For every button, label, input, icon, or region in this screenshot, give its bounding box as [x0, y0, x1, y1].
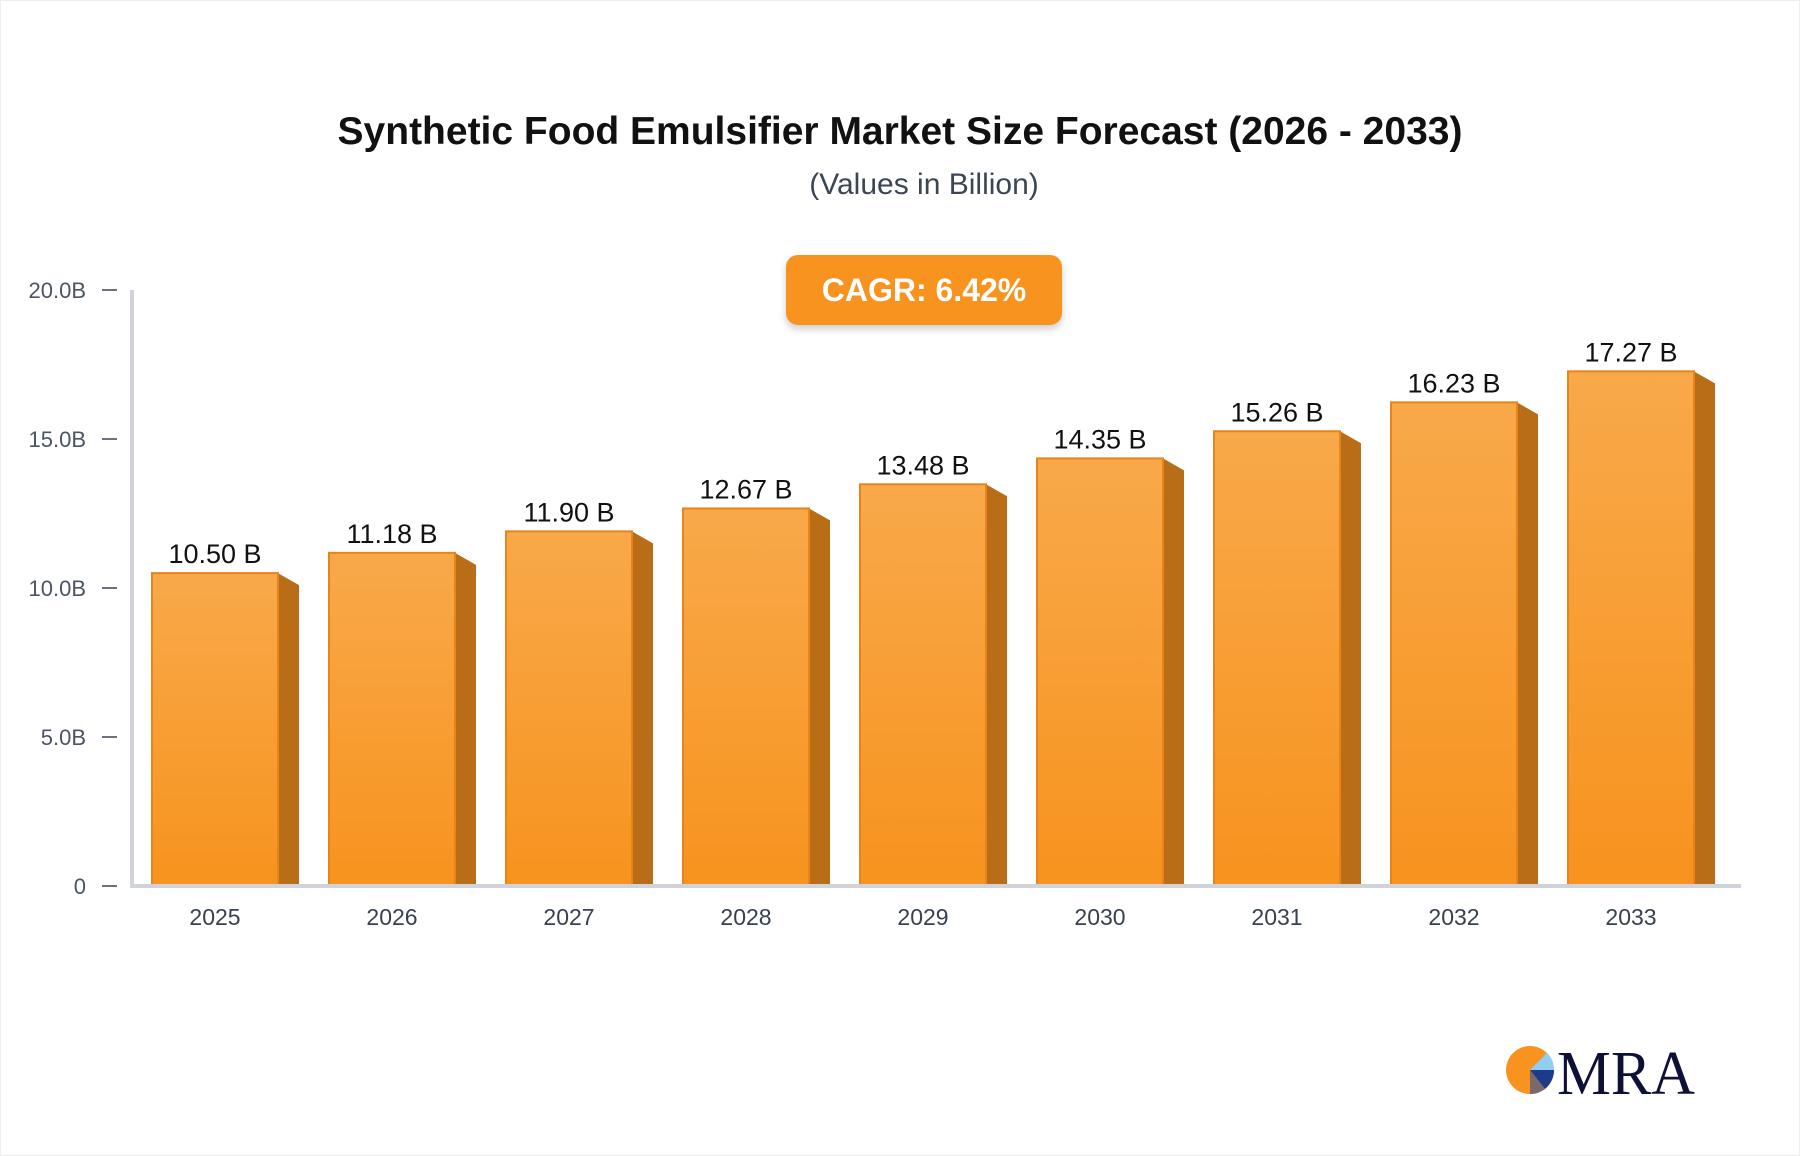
x-tick-label: 2031 [1251, 904, 1302, 930]
bar [1036, 457, 1164, 887]
bar [505, 530, 633, 887]
bar-side [1517, 402, 1538, 886]
bar-side [986, 484, 1007, 886]
y-tick-label: 0 [74, 874, 86, 899]
x-tick-label: 2029 [897, 904, 948, 930]
x-tick-label: 2025 [189, 904, 240, 930]
x-tick-label: 2027 [543, 904, 594, 930]
y-tick-label: 15.0B [29, 427, 87, 452]
y-tick-label: 5.0B [41, 725, 86, 750]
data-label: 10.50 B [168, 539, 261, 569]
bar [328, 551, 456, 887]
x-tick-label: 2030 [1074, 904, 1125, 930]
chart-subtitle: (Values in Billion) [809, 168, 1039, 201]
bar-side [1340, 431, 1361, 886]
logo-text: MRA [1557, 1040, 1695, 1100]
data-label: 17.27 B [1584, 337, 1677, 367]
y-tick-label: 10.0B [29, 576, 87, 601]
x-tick-label: 2028 [720, 904, 771, 930]
x-tick-label: 2032 [1428, 904, 1479, 930]
bar-side [455, 552, 476, 886]
x-tick-label: 2033 [1605, 904, 1656, 930]
y-tick-label: 20.0B [29, 278, 87, 303]
data-label: 11.18 B [346, 519, 437, 549]
mra-logo: MRA [1505, 1040, 1705, 1100]
bar-side [632, 531, 653, 886]
data-label: 13.48 B [876, 450, 969, 480]
bar-side [809, 508, 830, 886]
bar [859, 483, 987, 887]
bar-side [278, 573, 299, 886]
data-label: 15.26 B [1230, 397, 1323, 427]
bar [1390, 401, 1518, 887]
cagr-badge: CAGR: 6.42% [786, 255, 1062, 325]
data-label: 12.67 B [699, 474, 792, 504]
data-label: 16.23 B [1407, 368, 1500, 398]
bar [682, 507, 810, 887]
data-label: 14.35 B [1053, 424, 1146, 454]
bar-side [1694, 371, 1715, 886]
bar [151, 572, 279, 887]
bar [1567, 370, 1695, 887]
bar [1213, 430, 1341, 887]
x-tick-label: 2026 [366, 904, 417, 930]
bar-side [1163, 458, 1184, 886]
data-label: 11.90 B [523, 497, 614, 527]
chart-title: Synthetic Food Emulsifier Market Size Fo… [337, 110, 1463, 153]
